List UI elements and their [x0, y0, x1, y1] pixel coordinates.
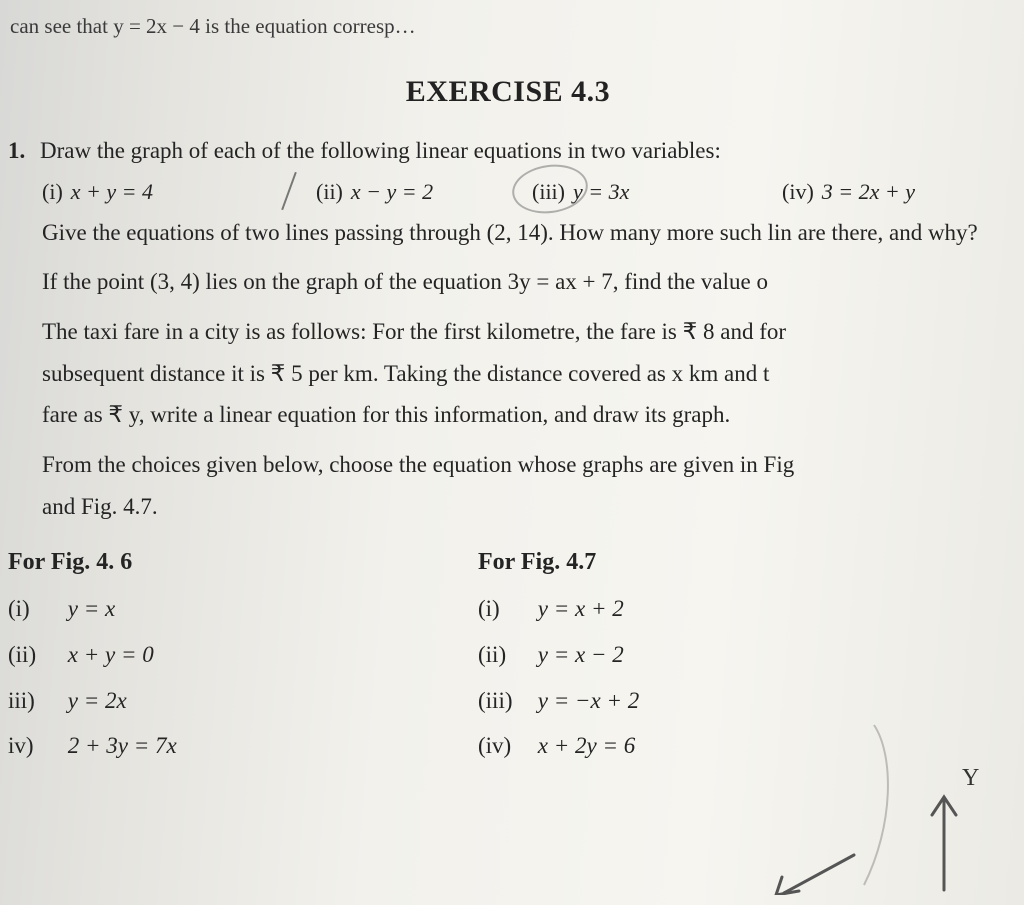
fig46-opt-label: iii): [8, 683, 62, 719]
fig47-opt-text: y = x − 2: [538, 642, 624, 667]
fig47-opt-text: x + 2y = 6: [538, 733, 635, 758]
fig47-opt-label: (i): [478, 591, 532, 627]
fig47-column: For Fig. 4.7 (i) y = x + 2 (ii) y = x − …: [478, 538, 908, 774]
top-line-text: can see that y = 2x − 4 is the equation …: [10, 14, 416, 38]
q1-option-label: (i): [42, 175, 63, 209]
exercise-title: EXERCISE 4.3: [8, 69, 1008, 116]
q1-option-text: 3 = 2x + y: [822, 175, 915, 209]
q2-text: Give the equations of two lines passing …: [42, 220, 978, 245]
q4-line2: subsequent distance it is ₹ 5 per km. Ta…: [42, 356, 1008, 392]
fig46-opt-label: (i): [8, 591, 62, 627]
q1-option-iii: (iii) y = 3x: [532, 175, 782, 209]
q1-option-label: (iv): [782, 175, 814, 209]
q1-number: 1.: [8, 133, 36, 169]
fig46-opt-text: 2 + 3y = 7x: [68, 733, 177, 758]
q5-line2: and Fig. 4.7.: [42, 489, 1008, 525]
q4-text1: The taxi fare in a city is as follows: F…: [42, 319, 786, 344]
fig47-opt-text: y = x + 2: [538, 596, 624, 621]
fig47-opt-ii: (ii) y = x − 2: [478, 637, 908, 673]
cutoff-top-line: can see that y = 2x − 4 is the equation …: [10, 10, 1008, 43]
q1-option-i: (i) x + y = 4: [42, 175, 272, 209]
page: can see that y = 2x − 4 is the equation …: [8, 10, 1008, 774]
q4-line1: The taxi fare in a city is as follows: F…: [8, 314, 1008, 350]
q3: If the point (3, 4) lies on the graph of…: [8, 264, 1008, 300]
fig46-heading: For Fig. 4. 6: [8, 544, 438, 581]
q1-option-iv: (iv) 3 = 2x + y: [782, 175, 915, 209]
q5-text2: and Fig. 4.7.: [42, 494, 158, 519]
fig47-opt-label: (ii): [478, 637, 532, 673]
q1-option-text: x + y = 4: [71, 175, 153, 209]
q1-option-ii: (ii) x − y = 2: [272, 175, 532, 209]
fig46-opt-label: iv): [8, 728, 62, 764]
fig46-opt-ii: (ii) x + y = 0: [8, 637, 438, 673]
q4-text2: subsequent distance it is ₹ 5 per km. Ta…: [42, 361, 769, 386]
q4-line3: fare as ₹ y, write a linear equation for…: [42, 397, 1008, 433]
fig47-opt-label: (iv): [478, 728, 532, 764]
q1-stem-text: Draw the graph of each of the following …: [40, 138, 721, 163]
q1-option-label: (ii): [316, 175, 343, 209]
fig46-column: For Fig. 4. 6 (i) y = x (ii) x + y = 0 i…: [8, 538, 438, 774]
fig47-opt-iv: (iv) x + 2y = 6: [478, 728, 908, 764]
q5-line1: From the choices given below, choose the…: [8, 447, 1008, 483]
fig46-opt-i: (i) y = x: [8, 591, 438, 627]
q3-text: If the point (3, 4) lies on the graph of…: [42, 269, 768, 294]
q2: Give the equations of two lines passing …: [8, 215, 1008, 251]
fig47-opt-i: (i) y = x + 2: [478, 591, 908, 627]
q1-options-row: (i) x + y = 4 (ii) x − y = 2 (iii) y = 3…: [42, 175, 1008, 209]
fig47-heading: For Fig. 4.7: [478, 544, 908, 581]
fig47-opt-text: y = −x + 2: [538, 688, 639, 713]
fig46-opt-text: y = x: [68, 596, 115, 621]
pencil-slash-icon: [272, 175, 308, 209]
fig46-opt-text: x + y = 0: [68, 642, 154, 667]
fig46-opt-text: y = 2x: [68, 688, 127, 713]
q1: 1. Draw the graph of each of the followi…: [8, 133, 1008, 169]
fig47-opt-iii: (iii) y = −x + 2: [478, 683, 908, 719]
fig46-opt-iv: iv) 2 + 3y = 7x: [8, 728, 438, 764]
q5-text1: From the choices given below, choose the…: [42, 452, 794, 477]
q1-option-label: (iii): [532, 175, 565, 209]
fig46-opt-label: (ii): [8, 637, 62, 673]
figure-options: For Fig. 4. 6 (i) y = x (ii) x + y = 0 i…: [8, 538, 1008, 774]
q4-text3: fare as ₹ y, write a linear equation for…: [42, 402, 730, 427]
fig46-opt-iii: iii) y = 2x: [8, 683, 438, 719]
q1-option-text: x − y = 2: [351, 175, 433, 209]
fig47-opt-label: (iii): [478, 683, 532, 719]
